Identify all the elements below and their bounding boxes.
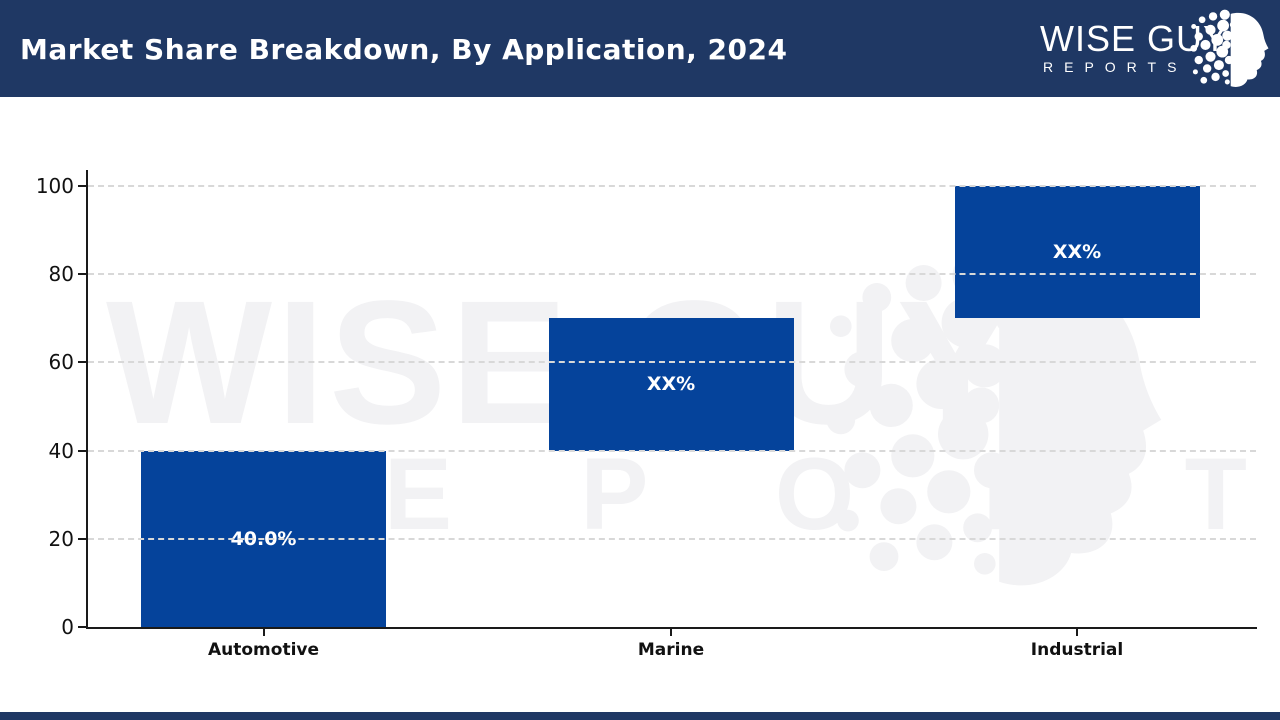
y-axis-line [86, 170, 88, 629]
gridline-20 [88, 537, 1256, 540]
bar-label: XX% [1052, 241, 1102, 264]
y-tick-label: 40 [48, 438, 74, 463]
x-category-label-marine: Marine [637, 640, 705, 660]
x-axis-line [86, 627, 1257, 629]
logo-subtext: REPORTS [1043, 59, 1188, 75]
chart-title: Market Share Breakdown, By Application, … [20, 33, 788, 66]
x-category-label-industrial: Industrial [1030, 640, 1124, 660]
y-tick-mark [78, 273, 86, 276]
bar-industrial: XX% [954, 186, 1200, 319]
y-tick-mark [78, 626, 86, 628]
y-tick-mark [78, 185, 86, 187]
y-tick-label: 20 [48, 526, 74, 551]
wise-guy-reports-logo: WISE GUY REPORTS [1002, 6, 1272, 94]
y-tick-label: 60 [48, 350, 74, 375]
y-tick-mark [78, 537, 86, 540]
x-tick-mark [1076, 629, 1078, 636]
logo-head-icon [1186, 8, 1272, 92]
x-category-label-automotive: Automotive [207, 640, 320, 660]
x-tick-mark [262, 629, 265, 636]
y-tick-mark [78, 449, 86, 452]
y-tick-label: 100 [35, 174, 74, 198]
gridline-60 [88, 361, 1256, 364]
bar-label: XX% [646, 373, 696, 396]
y-tick-mark [78, 361, 86, 364]
y-tick-label: 80 [48, 262, 74, 287]
bar-marine: XX% [548, 318, 794, 451]
y-tick-label: 0 [61, 615, 74, 639]
x-tick-mark [670, 629, 672, 636]
footer-bar [0, 712, 1280, 720]
gridline-80 [88, 273, 1256, 276]
gridline-100 [88, 185, 1256, 187]
header-bar: Market Share Breakdown, By Application, … [0, 0, 1280, 97]
gridline-40 [88, 449, 1256, 452]
